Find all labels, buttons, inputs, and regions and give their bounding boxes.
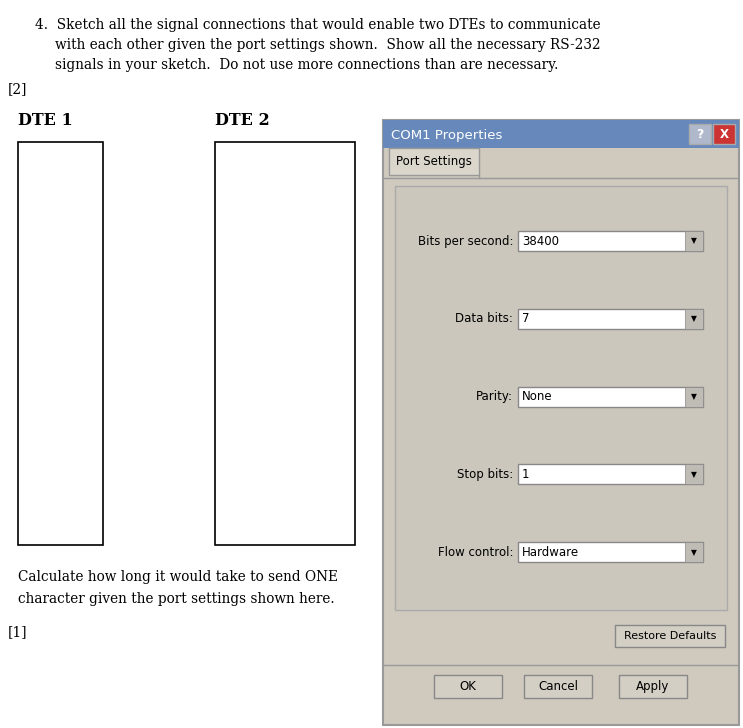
Text: character given the port settings shown here.: character given the port settings shown …	[18, 592, 334, 606]
Bar	[518, 231, 703, 251]
Bar	[685, 387, 703, 407]
Text: Port Settings: Port Settings	[396, 155, 472, 168]
Text: Data bits:: Data bits:	[455, 312, 513, 325]
Text: X: X	[719, 127, 728, 141]
Bar	[18, 142, 103, 545]
Text: Flow control:: Flow control:	[438, 546, 513, 558]
Text: 7: 7	[522, 312, 530, 325]
Text: COM1 Properties: COM1 Properties	[391, 129, 502, 141]
Text: None: None	[522, 390, 553, 403]
Bar	[685, 231, 703, 251]
Text: ▼: ▼	[691, 392, 697, 401]
Text: Restore Defaults: Restore Defaults	[624, 631, 716, 641]
Text: ?: ?	[696, 127, 704, 141]
Bar	[615, 625, 725, 647]
Bar	[434, 675, 502, 698]
Text: 4.  Sketch all the signal connections that would enable two DTEs to communicate: 4. Sketch all the signal connections tha…	[35, 18, 600, 32]
Bar	[685, 542, 703, 562]
Text: ▼: ▼	[691, 547, 697, 557]
Bar	[395, 186, 727, 610]
Text: 38400: 38400	[522, 234, 559, 248]
Text: OK: OK	[460, 680, 476, 693]
Text: signals in your sketch.  Do not use more connections than are necessary.: signals in your sketch. Do not use more …	[55, 58, 559, 72]
Text: Calculate how long it would take to send ONE: Calculate how long it would take to send…	[18, 570, 338, 584]
Text: ▼: ▼	[691, 470, 697, 479]
Text: Parity:: Parity:	[476, 390, 513, 403]
Text: 1: 1	[522, 468, 530, 481]
Text: DTE 1: DTE 1	[18, 112, 73, 129]
Bar	[689, 124, 711, 144]
Bar	[518, 542, 703, 562]
Bar	[383, 120, 739, 725]
Text: Hardware: Hardware	[522, 546, 579, 558]
Text: ▼: ▼	[691, 237, 697, 245]
Bar	[685, 309, 703, 329]
Bar	[518, 387, 703, 407]
Bar	[518, 464, 703, 484]
Text: Bits per second:: Bits per second:	[418, 234, 513, 248]
Text: with each other given the port settings shown.  Show all the necessary RS-232: with each other given the port settings …	[55, 38, 600, 52]
Text: DTE 2: DTE 2	[215, 112, 270, 129]
Text: ▼: ▼	[691, 314, 697, 323]
Bar	[619, 675, 687, 698]
Bar	[518, 309, 703, 329]
Bar	[524, 675, 592, 698]
Text: Apply: Apply	[636, 680, 669, 693]
Bar	[685, 464, 703, 484]
Bar	[713, 124, 735, 144]
Bar	[215, 142, 355, 545]
Bar	[383, 120, 739, 148]
Text: [2]: [2]	[8, 82, 27, 96]
Text: [1]: [1]	[8, 625, 27, 639]
Bar	[389, 148, 479, 175]
Text: Stop bits:: Stop bits:	[457, 468, 513, 481]
Text: Cancel: Cancel	[538, 680, 578, 693]
